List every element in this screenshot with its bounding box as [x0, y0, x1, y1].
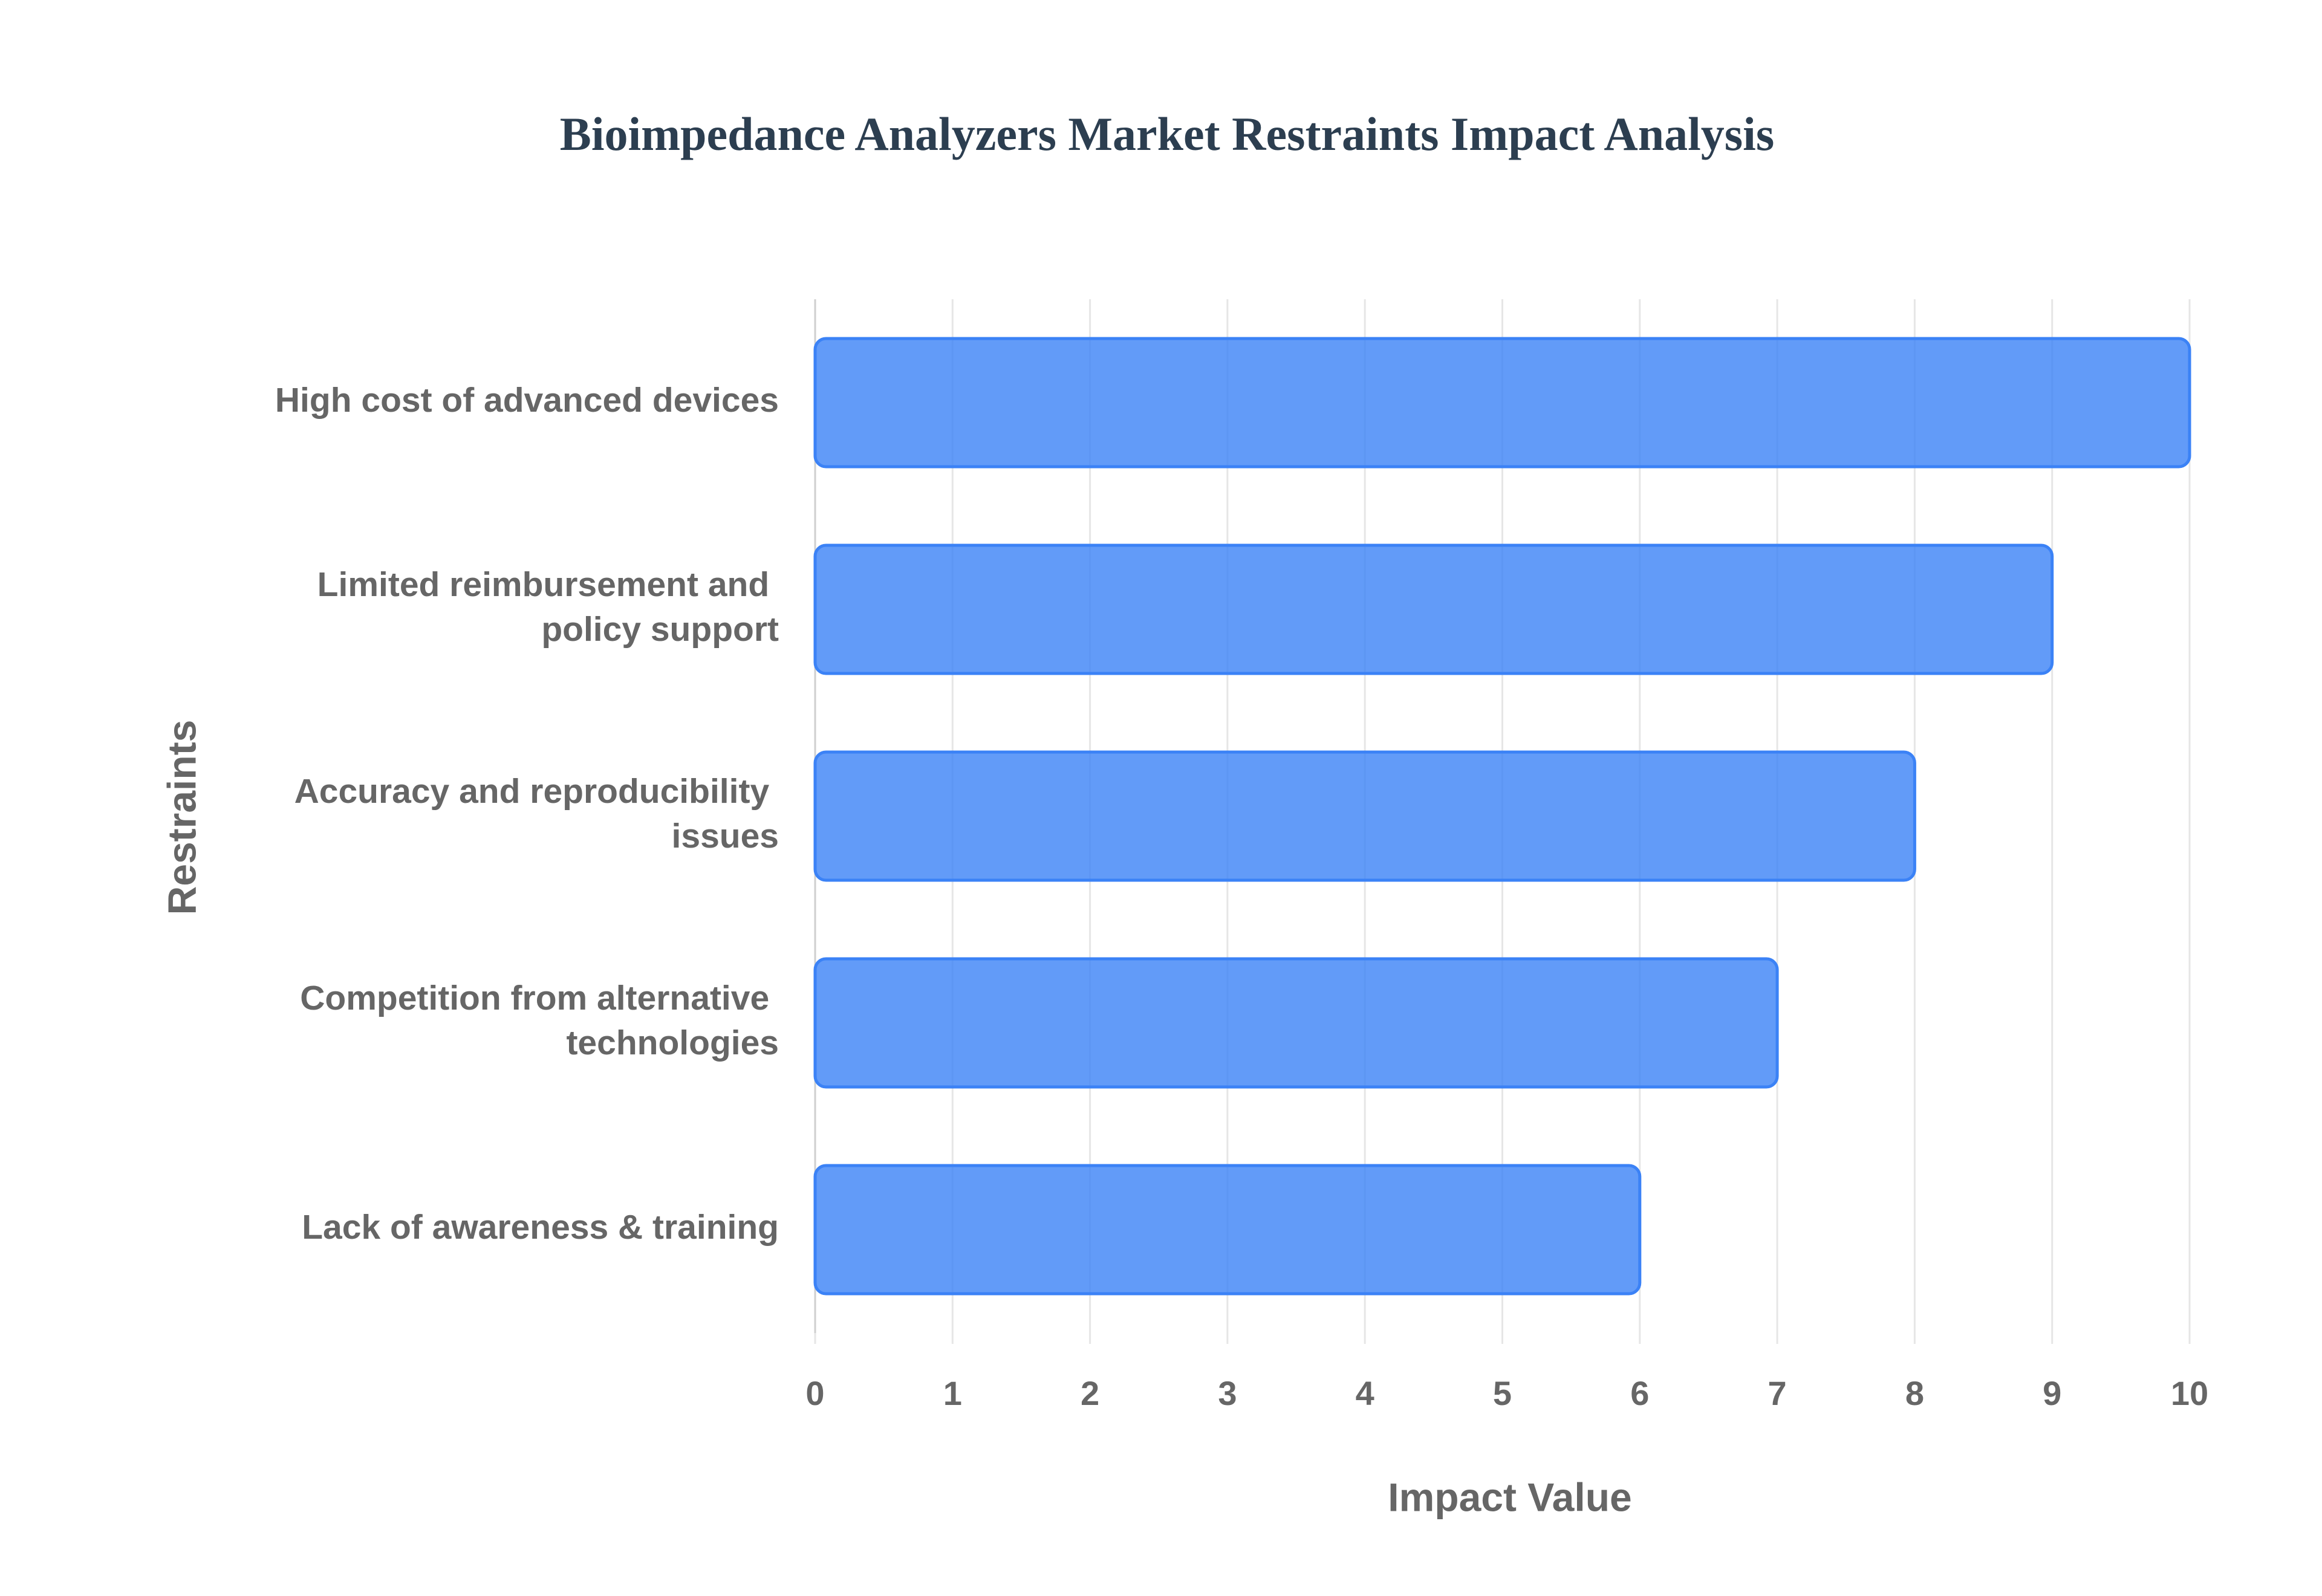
- x-tick-label: 6: [1630, 1374, 1649, 1412]
- x-tick-label: 7: [1768, 1374, 1787, 1412]
- x-tick-label: 9: [2043, 1374, 2061, 1412]
- label-line: Competition from alternative: [300, 979, 779, 1017]
- label-line: High cost of advanced devices: [275, 381, 779, 420]
- x-axis-title: Impact Value: [1388, 1474, 1632, 1519]
- y-tick-label: Lack of awareness & training: [302, 1208, 779, 1247]
- x-tick-label: 0: [805, 1374, 824, 1412]
- y-axis-title: Restraints: [159, 720, 204, 915]
- x-tick-label: 10: [2171, 1374, 2208, 1412]
- bar: [813, 543, 2054, 675]
- x-tick-label: 1: [943, 1374, 962, 1412]
- label-line: Lack of awareness & training: [302, 1208, 779, 1247]
- y-tick-label: Limited reimbursement and policy support: [317, 565, 779, 649]
- x-tick-label: 5: [1493, 1374, 1512, 1412]
- x-tick-label: 3: [1218, 1374, 1237, 1412]
- bar: [813, 337, 2191, 469]
- label-line: policy support: [541, 610, 779, 649]
- chart-title: Bioimpedance Analyzers Market Restraints…: [560, 108, 1774, 160]
- bar: [813, 750, 1916, 882]
- label-line: issues: [672, 817, 779, 855]
- y-tick-label: High cost of advanced devices: [275, 381, 779, 420]
- y-tick-label: Competition from alternative technologie…: [300, 979, 779, 1062]
- x-tick-label: 4: [1356, 1374, 1374, 1412]
- label-line: technologies: [566, 1023, 779, 1062]
- bar: [813, 1164, 1642, 1296]
- x-tick-label: 8: [1905, 1374, 1924, 1412]
- bar: [813, 957, 1779, 1089]
- x-tick-label: 2: [1081, 1374, 1099, 1412]
- label-line: Limited reimbursement and: [317, 565, 779, 604]
- y-tick-label: Accuracy and reproducibility issues: [294, 772, 779, 855]
- label-line: Accuracy and reproducibility: [294, 772, 779, 811]
